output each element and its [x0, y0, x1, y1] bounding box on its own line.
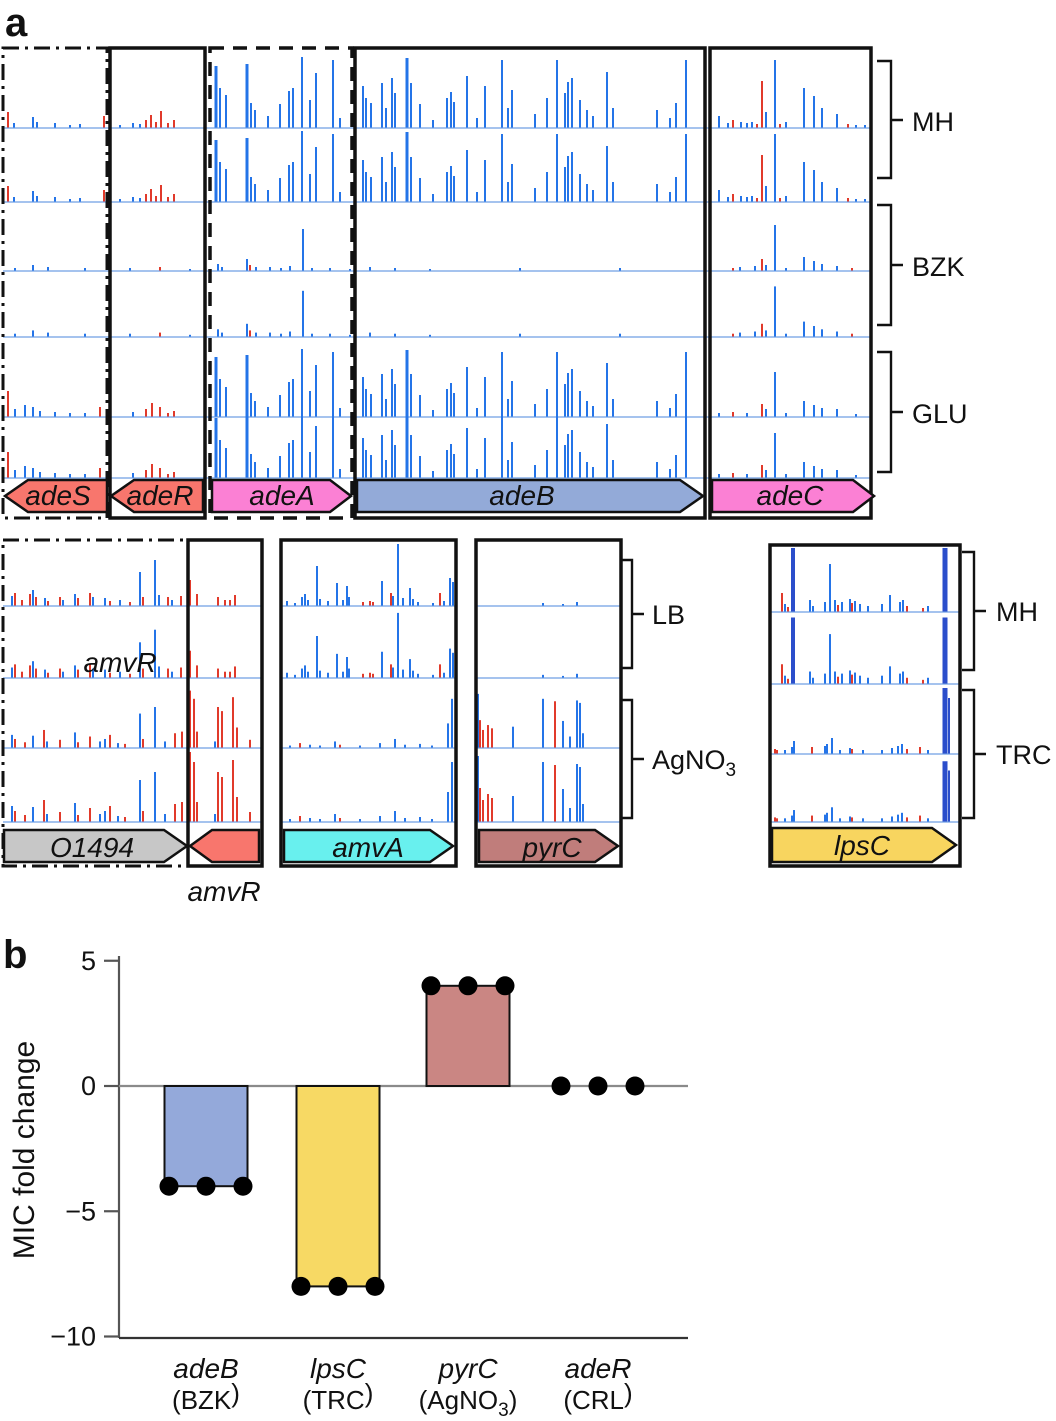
data-point-lpsC	[291, 1276, 311, 1296]
cond-text: (TRC	[303, 1385, 365, 1415]
data-point-adeR	[588, 1076, 608, 1096]
gene-label-adeS: adeS	[25, 480, 91, 511]
y-tick-label: 0	[81, 1071, 96, 1101]
panel-b-label: b	[3, 933, 27, 977]
category-cond-pyrC: (AgNO3)	[419, 1385, 518, 1421]
box-adeC-solid	[708, 46, 873, 520]
category-gene-pyrC: pyrC	[437, 1353, 498, 1384]
gene-arrow-adeS	[2, 478, 109, 514]
cond-subscript: 3	[498, 1400, 509, 1421]
condition-label-mh-top: MH	[912, 107, 954, 137]
data-point-adeB	[159, 1176, 179, 1196]
data-point-adeB	[196, 1176, 216, 1196]
gene-arrow-pyrC	[477, 828, 621, 864]
cond-close: )	[365, 1378, 374, 1408]
gene-label-amvR: amvR	[187, 876, 260, 907]
bracket-mh-lpsc	[962, 550, 986, 672]
box-adeS-dashdot	[1, 46, 109, 520]
bar-adeB	[163, 1085, 249, 1188]
box-adeA-dashed	[208, 46, 354, 520]
gene-label-adeR: adeR	[127, 480, 194, 511]
bracket-glu	[877, 350, 903, 474]
gene-arrow-lpsC	[770, 826, 959, 864]
box-amvR-solid	[186, 538, 264, 868]
bar-lpsC	[295, 1085, 381, 1288]
agno3-subscript: 3	[726, 760, 737, 781]
gene-arrow-adeA	[210, 478, 354, 514]
gene-arrow-adeC	[710, 478, 877, 514]
data-point-adeR	[625, 1076, 645, 1096]
data-point-adeB	[233, 1176, 253, 1196]
y-tick-label: −10	[50, 1322, 96, 1352]
category-gene-lpsC: lpsC	[310, 1353, 367, 1384]
gene-label-adeC: adeC	[757, 480, 825, 511]
cond-close: )	[624, 1378, 633, 1408]
gene-label-lpsC: lpsC	[834, 830, 891, 861]
category-label-lpsC: lpsC (TRC)	[303, 1353, 374, 1415]
bracket-lb	[620, 558, 644, 670]
category-cond-adeB: (BZK)	[172, 1378, 240, 1415]
cond-close: )	[509, 1385, 518, 1415]
box-adeR-solid	[108, 46, 207, 520]
box-lpsC-solid	[768, 543, 962, 868]
chart-dynamic: 5 0 −5 −10	[50, 946, 645, 1352]
bracket-trc	[962, 688, 986, 820]
agno3-text: AgNO	[652, 745, 726, 775]
data-point-pyrC	[458, 976, 478, 996]
cond-text: (CRL	[563, 1385, 624, 1415]
data-point-pyrC	[495, 976, 515, 996]
y-tick-label: −5	[65, 1196, 96, 1226]
condition-label-lb: LB	[652, 600, 685, 630]
y-axis-label: MIC fold change	[8, 1041, 41, 1259]
condition-label-mh-lpsc: MH	[996, 597, 1038, 627]
tracks-bottom-left	[3, 544, 621, 823]
data-point-lpsC	[365, 1276, 385, 1296]
tracks-lpsc	[770, 548, 960, 823]
condition-label-agno3: AgNO3	[652, 745, 736, 781]
data-point-adeR	[551, 1076, 571, 1096]
y-tick-label: 5	[81, 946, 96, 976]
tracks-top	[3, 57, 871, 479]
condition-label-bzk: BZK	[912, 252, 965, 282]
box-pyrC-solid	[474, 538, 623, 868]
box-amvA-solid	[279, 538, 458, 868]
category-label-adeR: adeR (CRL)	[563, 1353, 632, 1415]
category-label-adeB: adeB (BZK)	[172, 1353, 240, 1415]
bracket-agno3	[620, 698, 644, 820]
bracket-bzk	[877, 203, 903, 327]
panel-a-label: a	[5, 1, 28, 45]
category-gene-adeB: adeB	[173, 1353, 238, 1384]
region-label-amvR: amvR	[83, 647, 156, 678]
condition-label-trc: TRC	[996, 740, 1052, 770]
category-gene-adeR: adeR	[565, 1353, 632, 1384]
category-cond-lpsC: (TRC)	[303, 1378, 374, 1415]
cond-text: (AgNO	[419, 1385, 498, 1415]
cond-text: (BZK	[172, 1385, 232, 1415]
bracket-mh-top	[877, 59, 903, 180]
box-adeB-solid	[353, 46, 707, 520]
bar-pyrC	[425, 984, 511, 1087]
gene-label-O1494: O1494	[50, 832, 134, 863]
category-cond-adeR: (CRL)	[563, 1378, 632, 1415]
gene-arrow-adeR	[108, 478, 205, 514]
box-O1494-dashdot	[1, 538, 190, 868]
gene-arrow-amvR	[187, 828, 261, 864]
data-point-pyrC	[421, 976, 441, 996]
gene-arrow-amvA	[282, 828, 456, 864]
data-point-lpsC	[328, 1276, 348, 1296]
gene-label-adeB: adeB	[489, 480, 554, 511]
gene-label-amvA: amvA	[332, 832, 404, 863]
cond-close: )	[231, 1378, 240, 1408]
gene-arrow-O1494	[2, 828, 190, 864]
category-label-pyrC: pyrC (AgNO3)	[419, 1353, 518, 1421]
gene-arrow-adeB	[355, 478, 706, 514]
condition-label-glu: GLU	[912, 399, 968, 429]
gene-label-adeA: adeA	[249, 480, 314, 511]
gene-label-pyrC: pyrC	[521, 832, 582, 863]
